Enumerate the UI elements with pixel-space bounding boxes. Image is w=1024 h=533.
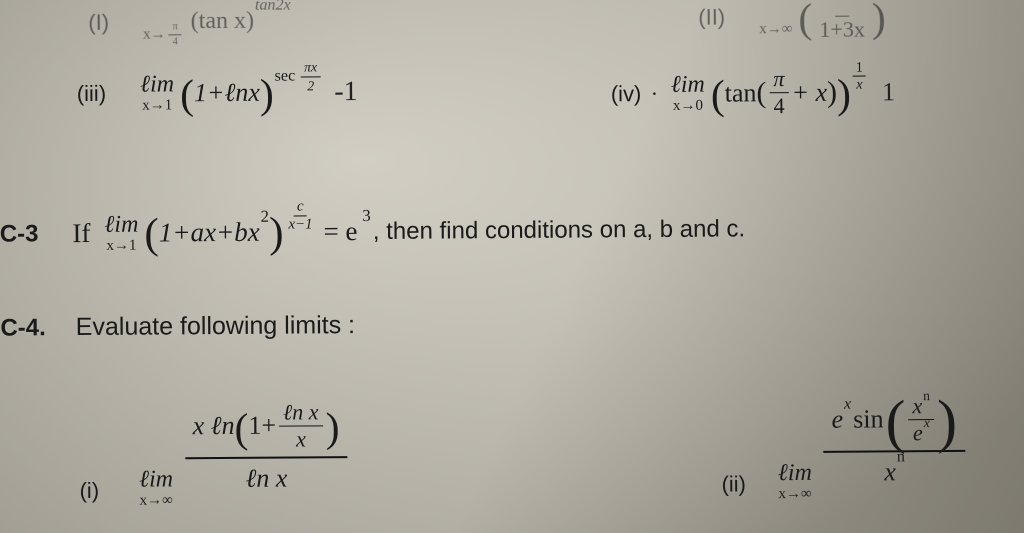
row-c4i: (i) ℓim x→∞ x ℓn ( 1+ ℓn xx ) ℓn x	[79, 401, 354, 495]
top-row-right: (II) x→∞ ( 1+3x)	[698, 0, 886, 42]
label-iv: (iv)	[611, 81, 642, 107]
expr-c4ii: ℓim x→∞ ex sin ( xn ex ) xn	[771, 395, 971, 488]
handwritten-ans-iv: 1	[882, 77, 895, 107]
frac-c4i: x ℓn ( 1+ ℓn xx ) ℓn x	[184, 401, 348, 494]
frac-c4ii: ex sin ( xn ex ) xn	[823, 395, 965, 488]
expr-iv: ℓim x→0 ( tan ( π4 + x ) ) 1x 1	[665, 67, 896, 118]
lim-c3: ℓim x→1	[104, 213, 138, 254]
label-top-ii: (II)	[698, 4, 725, 30]
lim-iv: ℓim x→0	[671, 73, 705, 114]
row-iv: (iv) · ℓim x→0 ( tan ( π4 + x ) ) 1x 1	[611, 67, 896, 118]
lim-c4i: ℓim x→∞	[139, 468, 173, 509]
label-c3: C-3	[0, 220, 39, 248]
text-c4-heading: Evaluate following limits :	[76, 311, 355, 342]
label-top-i: (I)	[88, 10, 109, 36]
row-c3: C-3 If ℓim x→1 (1+ax+bx2) cx−1 = e3 , th…	[0, 208, 745, 254]
top-row-left: (I) x→π4 (tan x)tan2x	[88, 0, 291, 48]
expr-iii: ℓim x→1 (1+ℓnx) sec πx2 -1	[134, 71, 358, 114]
row-iii: (iii) ℓim x→1 (1+ℓnx) sec πx2 -1	[77, 71, 358, 114]
label-c4i: (i)	[79, 478, 99, 504]
lim-c4ii: ℓim x→∞	[778, 461, 812, 502]
dot-iv: ·	[651, 81, 657, 107]
row-c4-heading: C-4. Evaluate following limits :	[0, 311, 355, 342]
expr-top-right: x→∞ ( 1+3x)	[753, 0, 886, 41]
expr-top-left: x→π4 (tan x)tan2x	[137, 0, 291, 48]
lim-iii: ℓim x→1	[140, 72, 174, 113]
expr-c3: If ℓim x→1 (1+ax+bx2) cx−1 = e3 , then f…	[72, 208, 745, 254]
handwritten-ans-iii: -1	[334, 76, 358, 108]
text-c3-tail: , then find conditions on a, b and c.	[373, 215, 745, 246]
label-iii: (iii)	[77, 80, 107, 106]
expr-c4i: ℓim x→∞ x ℓn ( 1+ ℓn xx ) ℓn x	[132, 401, 354, 494]
row-c4ii: (ii) ℓim x→∞ ex sin ( xn ex ) xn	[721, 395, 972, 489]
label-c4ii: (ii)	[721, 471, 746, 497]
label-c4: C-4.	[0, 314, 46, 342]
